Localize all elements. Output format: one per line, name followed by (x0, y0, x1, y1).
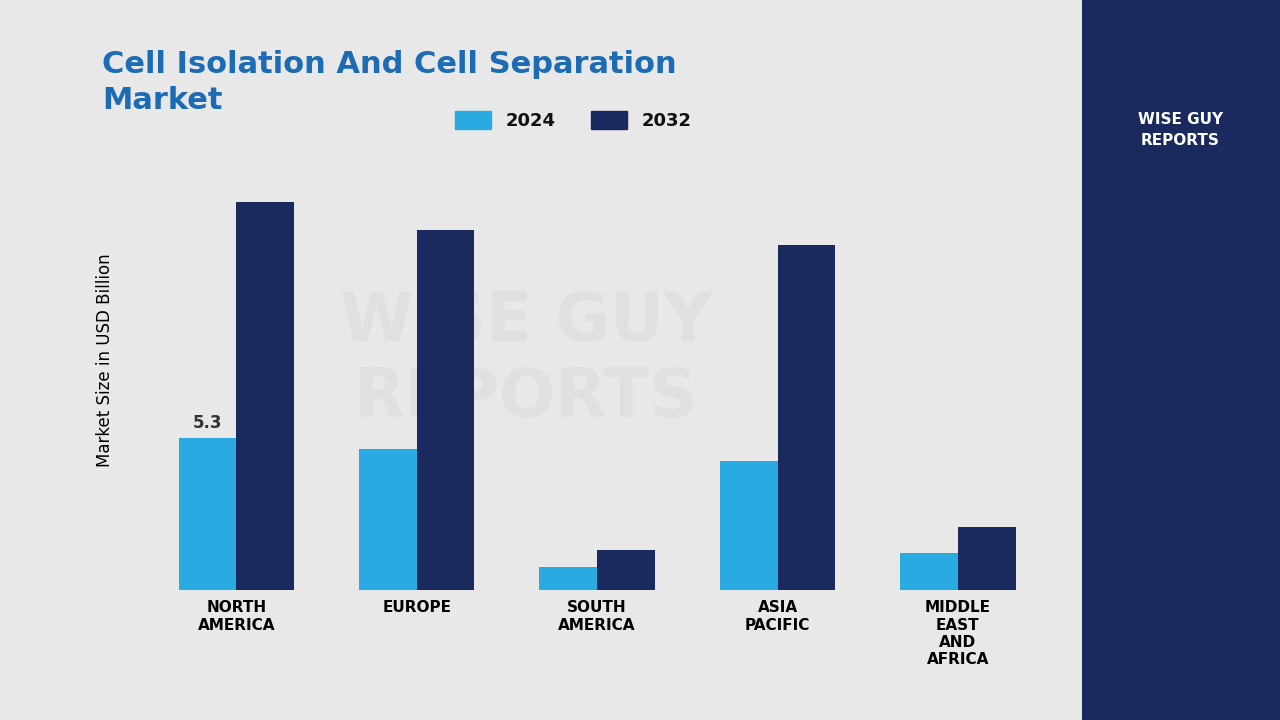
Legend: 2024, 2032: 2024, 2032 (445, 102, 701, 139)
Text: WISE GUY
REPORTS: WISE GUY REPORTS (339, 289, 712, 431)
Bar (900, 553, 957, 590)
Bar (417, 230, 475, 590)
Y-axis label: Market Size in USD Billion: Market Size in USD Billion (96, 253, 114, 467)
Bar (777, 245, 836, 590)
Text: WISE GUY
REPORTS: WISE GUY REPORTS (1138, 112, 1222, 148)
Bar (358, 449, 417, 590)
Bar (596, 550, 655, 590)
Text: 5.3: 5.3 (192, 414, 223, 432)
Text: Cell Isolation And Cell Separation
Market: Cell Isolation And Cell Separation Marke… (102, 50, 677, 115)
Bar (719, 461, 777, 590)
Bar (539, 567, 596, 590)
Bar (178, 438, 237, 590)
Bar (957, 527, 1015, 590)
Bar (237, 202, 294, 590)
